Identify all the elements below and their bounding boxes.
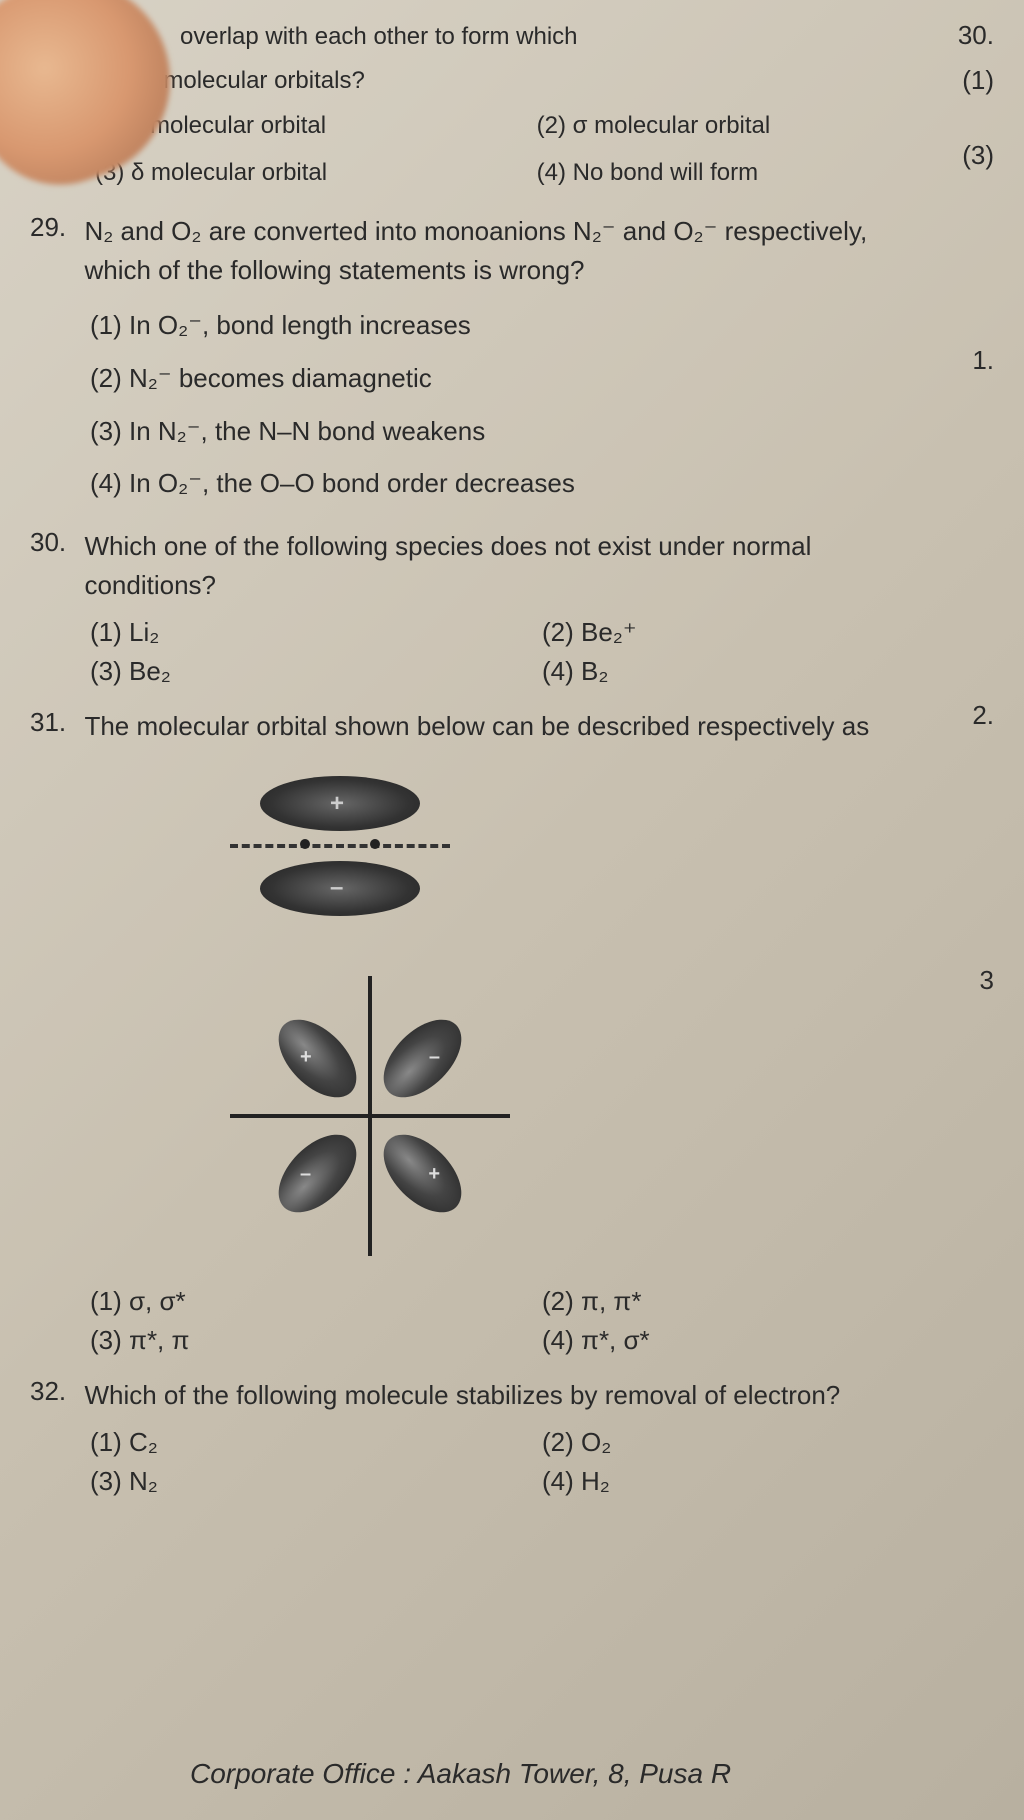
q28-opt2: (2) σ molecular orbital [537,112,771,139]
q32-text: Which of the following molecule stabiliz… [84,1376,934,1415]
question-30: 30. Which one of the following species d… [30,527,994,687]
margin-num-1: (1) [962,65,994,96]
pi-plus-icon: + [330,790,344,818]
q30-text: Which one of the following species does … [84,527,934,605]
q28-partial-line1: overlap with each other to form which [180,20,994,54]
q29-opt3: (3) In N₂⁻, the N–N bond weakens [90,408,994,455]
q31-opt4: (4) π*, σ* [542,1325,994,1356]
q31-options: (1) σ, σ* (2) π, π* (3) π*, π (4) π*, σ* [90,1286,994,1356]
orbital-diagrams: + – + – – + [230,776,994,1256]
q30-opt1: (1) Li₂ [90,617,542,648]
q31-number: 31. [30,707,80,738]
d-lobe-bl [264,1121,370,1227]
q31-opt2: (2) π, π* [542,1286,994,1317]
q30-opt4: (4) B₂ [542,656,994,687]
q29-number: 29. [30,212,80,243]
q30-options: (1) Li₂ (2) Be₂⁺ (3) Be₂ (4) B₂ [90,617,994,687]
q30-opt2: (2) Be₂⁺ [542,617,994,648]
q29-opt2: (2) N₂⁻ becomes diamagnetic [90,355,994,402]
q28-opt4: (4) No bond will form [537,159,758,186]
q32-options: (1) C₂ (2) O₂ (3) N₂ (4) H₂ [90,1427,994,1497]
q29-opt4: (4) In O₂⁻, the O–O bond order decreases [90,460,994,507]
page: 30. (1) (3) overlap with each other to f… [30,20,994,1800]
d-lobe-br [369,1121,475,1227]
margin-num-3b: 3 [980,965,994,996]
pi-minus-icon: – [330,874,343,902]
margin-num-2: 2. [972,700,994,731]
d-axis-vertical [368,976,372,1256]
pi-orbital-diagram: + – [230,776,450,916]
q30-number: 30. [30,527,80,558]
q28-opt3: (3) δ molecular orbital [95,154,530,192]
d-sign-tl: + [300,1046,312,1069]
q29-text: N₂ and O₂ are converted into monoanions … [84,212,934,290]
question-31: 31. The molecular orbital shown below ca… [30,707,994,1356]
q31-opt1: (1) σ, σ* [90,1286,542,1317]
margin-num-30: 30. [958,20,994,51]
q32-opt3: (3) N₂ [90,1466,542,1497]
q29-options: (1) In O₂⁻, bond length increases (2) N₂… [90,302,994,507]
q28-opt1: molecular orbital [150,107,530,145]
q31-opt3: (3) π*, π [90,1325,542,1356]
margin-num-1b: 1. [972,345,994,376]
question-32: 32. Which of the following molecule stab… [30,1376,994,1497]
d-orbital-diagram: + – – + [230,976,510,1256]
q32-opt4: (4) H₂ [542,1466,994,1497]
d-lobe-tr [369,1006,475,1112]
q31-text: The molecular orbital shown below can be… [84,707,934,746]
q32-number: 32. [30,1376,80,1407]
question-29: 29. N₂ and O₂ are converted into monoani… [30,212,994,507]
d-sign-tr: – [429,1046,440,1069]
q28-opts-row1: molecular orbital (2) σ molecular orbita… [150,107,994,145]
footer-text: Corporate Office : Aakash Tower, 8, Pusa… [190,1758,731,1790]
q28-opts-row2: (3) δ molecular orbital (4) No bond will… [95,154,994,192]
margin-num-3: (3) [962,140,994,171]
d-sign-bl: – [300,1163,311,1186]
q28-partial-line2: ng molecular orbitals? [130,64,994,98]
q29-opt1: (1) In O₂⁻, bond length increases [90,302,994,349]
q32-opt2: (2) O₂ [542,1427,994,1458]
d-sign-br: + [428,1163,440,1186]
q32-opt1: (1) C₂ [90,1427,542,1458]
d-lobe-tl [264,1006,370,1112]
pi-axis [230,844,450,848]
q30-opt3: (3) Be₂ [90,656,542,687]
